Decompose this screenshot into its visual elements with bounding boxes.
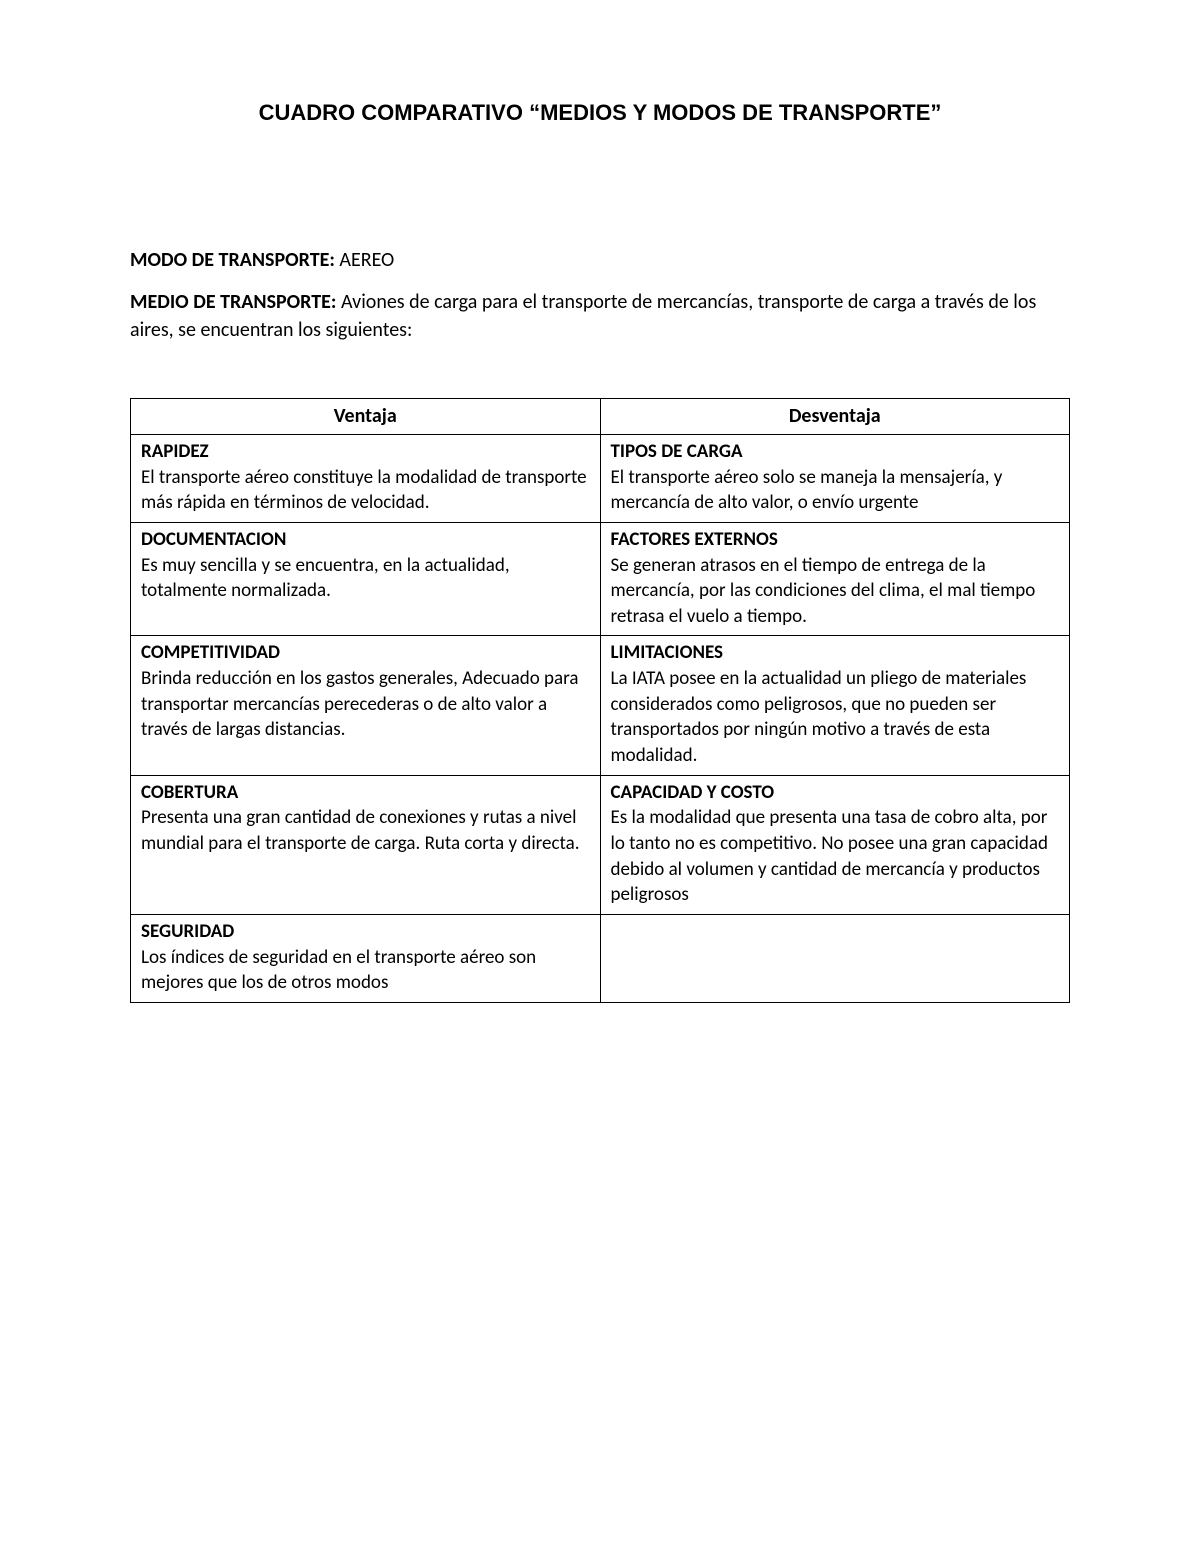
table-row: RAPIDEZ El transporte aéreo constituye l… [131, 435, 1070, 523]
cell-title: COMPETITIVIDAD [141, 640, 590, 666]
desventaja-cell: LIMITACIONES La IATA posee en la actuali… [600, 636, 1070, 775]
cell-title: SEGURIDAD [141, 919, 590, 945]
comparison-table: Ventaja Desventaja RAPIDEZ El transporte… [130, 398, 1070, 1003]
table-row: SEGURIDAD Los índices de seguridad en el… [131, 914, 1070, 1002]
desventaja-cell: CAPACIDAD Y COSTO Es la modalidad que pr… [600, 775, 1070, 914]
cell-title: FACTORES EXTERNOS [611, 527, 1060, 553]
cell-title: CAPACIDAD Y COSTO [611, 780, 1060, 806]
cell-body: Es muy sencilla y se encuentra, en la ac… [141, 553, 590, 604]
ventaja-cell: RAPIDEZ El transporte aéreo constituye l… [131, 435, 601, 523]
table-row: COBERTURA Presenta una gran cantidad de … [131, 775, 1070, 914]
ventaja-cell: DOCUMENTACION Es muy sencilla y se encue… [131, 522, 601, 636]
cell-body: La IATA posee en la actualidad un pliego… [611, 666, 1060, 769]
desventaja-cell: FACTORES EXTERNOS Se generan atrasos en … [600, 522, 1070, 636]
desventaja-cell [600, 914, 1070, 1002]
header-ventaja: Ventaja [131, 399, 601, 435]
cell-body: Se generan atrasos en el tiempo de entre… [611, 553, 1060, 630]
cell-title: RAPIDEZ [141, 439, 590, 465]
page-title: CUADRO COMPARATIVO “MEDIOS Y MODOS DE TR… [130, 100, 1070, 126]
ventaja-cell: SEGURIDAD Los índices de seguridad en el… [131, 914, 601, 1002]
cell-title: TIPOS DE CARGA [611, 439, 1060, 465]
medio-line: MEDIO DE TRANSPORTE: Aviones de carga pa… [130, 288, 1070, 344]
table-header-row: Ventaja Desventaja [131, 399, 1070, 435]
header-desventaja: Desventaja [600, 399, 1070, 435]
desventaja-cell: TIPOS DE CARGA El transporte aéreo solo … [600, 435, 1070, 523]
cell-title: LIMITACIONES [611, 640, 1060, 666]
cell-body: Los índices de seguridad en el transport… [141, 945, 590, 996]
table-row: DOCUMENTACION Es muy sencilla y se encue… [131, 522, 1070, 636]
table-row: COMPETITIVIDAD Brinda reducción en los g… [131, 636, 1070, 775]
cell-body: Es la modalidad que presenta una tasa de… [611, 805, 1060, 908]
cell-body: Presenta una gran cantidad de conexiones… [141, 805, 590, 856]
cell-title: DOCUMENTACION [141, 527, 590, 553]
spacer [130, 358, 1070, 398]
cell-title: COBERTURA [141, 780, 590, 806]
cell-body: El transporte aéreo constituye la modali… [141, 465, 590, 516]
modo-value: AEREO [335, 248, 394, 272]
modo-line: MODO DE TRANSPORTE: AEREO [130, 246, 1070, 274]
cell-body: El transporte aéreo solo se maneja la me… [611, 465, 1060, 516]
cell-body: Brinda reducción en los gastos generales… [141, 666, 590, 743]
modo-label: MODO DE TRANSPORTE: [130, 248, 335, 272]
medio-label: MEDIO DE TRANSPORTE: [130, 290, 336, 314]
document-page: CUADRO COMPARATIVO “MEDIOS Y MODOS DE TR… [0, 0, 1200, 1553]
ventaja-cell: COMPETITIVIDAD Brinda reducción en los g… [131, 636, 601, 775]
ventaja-cell: COBERTURA Presenta una gran cantidad de … [131, 775, 601, 914]
